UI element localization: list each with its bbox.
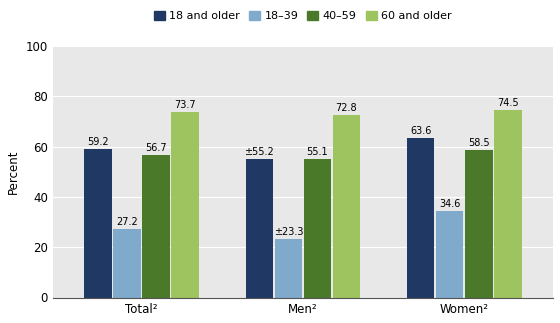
Bar xyxy=(142,155,170,297)
Text: ±55.2: ±55.2 xyxy=(244,147,274,157)
Text: ±23.3: ±23.3 xyxy=(273,227,303,237)
Text: 56.7: 56.7 xyxy=(145,143,167,153)
Bar xyxy=(436,211,464,297)
Bar xyxy=(494,110,521,297)
Bar xyxy=(84,149,111,297)
Text: 59.2: 59.2 xyxy=(87,137,109,147)
Text: 73.7: 73.7 xyxy=(174,100,196,110)
Bar xyxy=(113,229,141,297)
Text: 34.6: 34.6 xyxy=(439,199,460,209)
Bar xyxy=(333,115,360,297)
Text: 74.5: 74.5 xyxy=(497,98,519,108)
Bar xyxy=(465,151,492,297)
Text: 63.6: 63.6 xyxy=(410,126,431,136)
Bar xyxy=(304,159,331,297)
Text: 27.2: 27.2 xyxy=(116,217,138,227)
Y-axis label: Percent: Percent xyxy=(7,150,20,194)
Legend: 18 and older, 18–39, 40–59, 60 and older: 18 and older, 18–39, 40–59, 60 and older xyxy=(150,6,456,26)
Text: 58.5: 58.5 xyxy=(468,139,489,149)
Bar xyxy=(171,112,199,297)
Text: 55.1: 55.1 xyxy=(306,147,328,157)
Bar xyxy=(245,159,273,297)
Bar xyxy=(407,138,435,297)
Text: 72.8: 72.8 xyxy=(335,102,357,112)
Bar xyxy=(274,239,302,297)
